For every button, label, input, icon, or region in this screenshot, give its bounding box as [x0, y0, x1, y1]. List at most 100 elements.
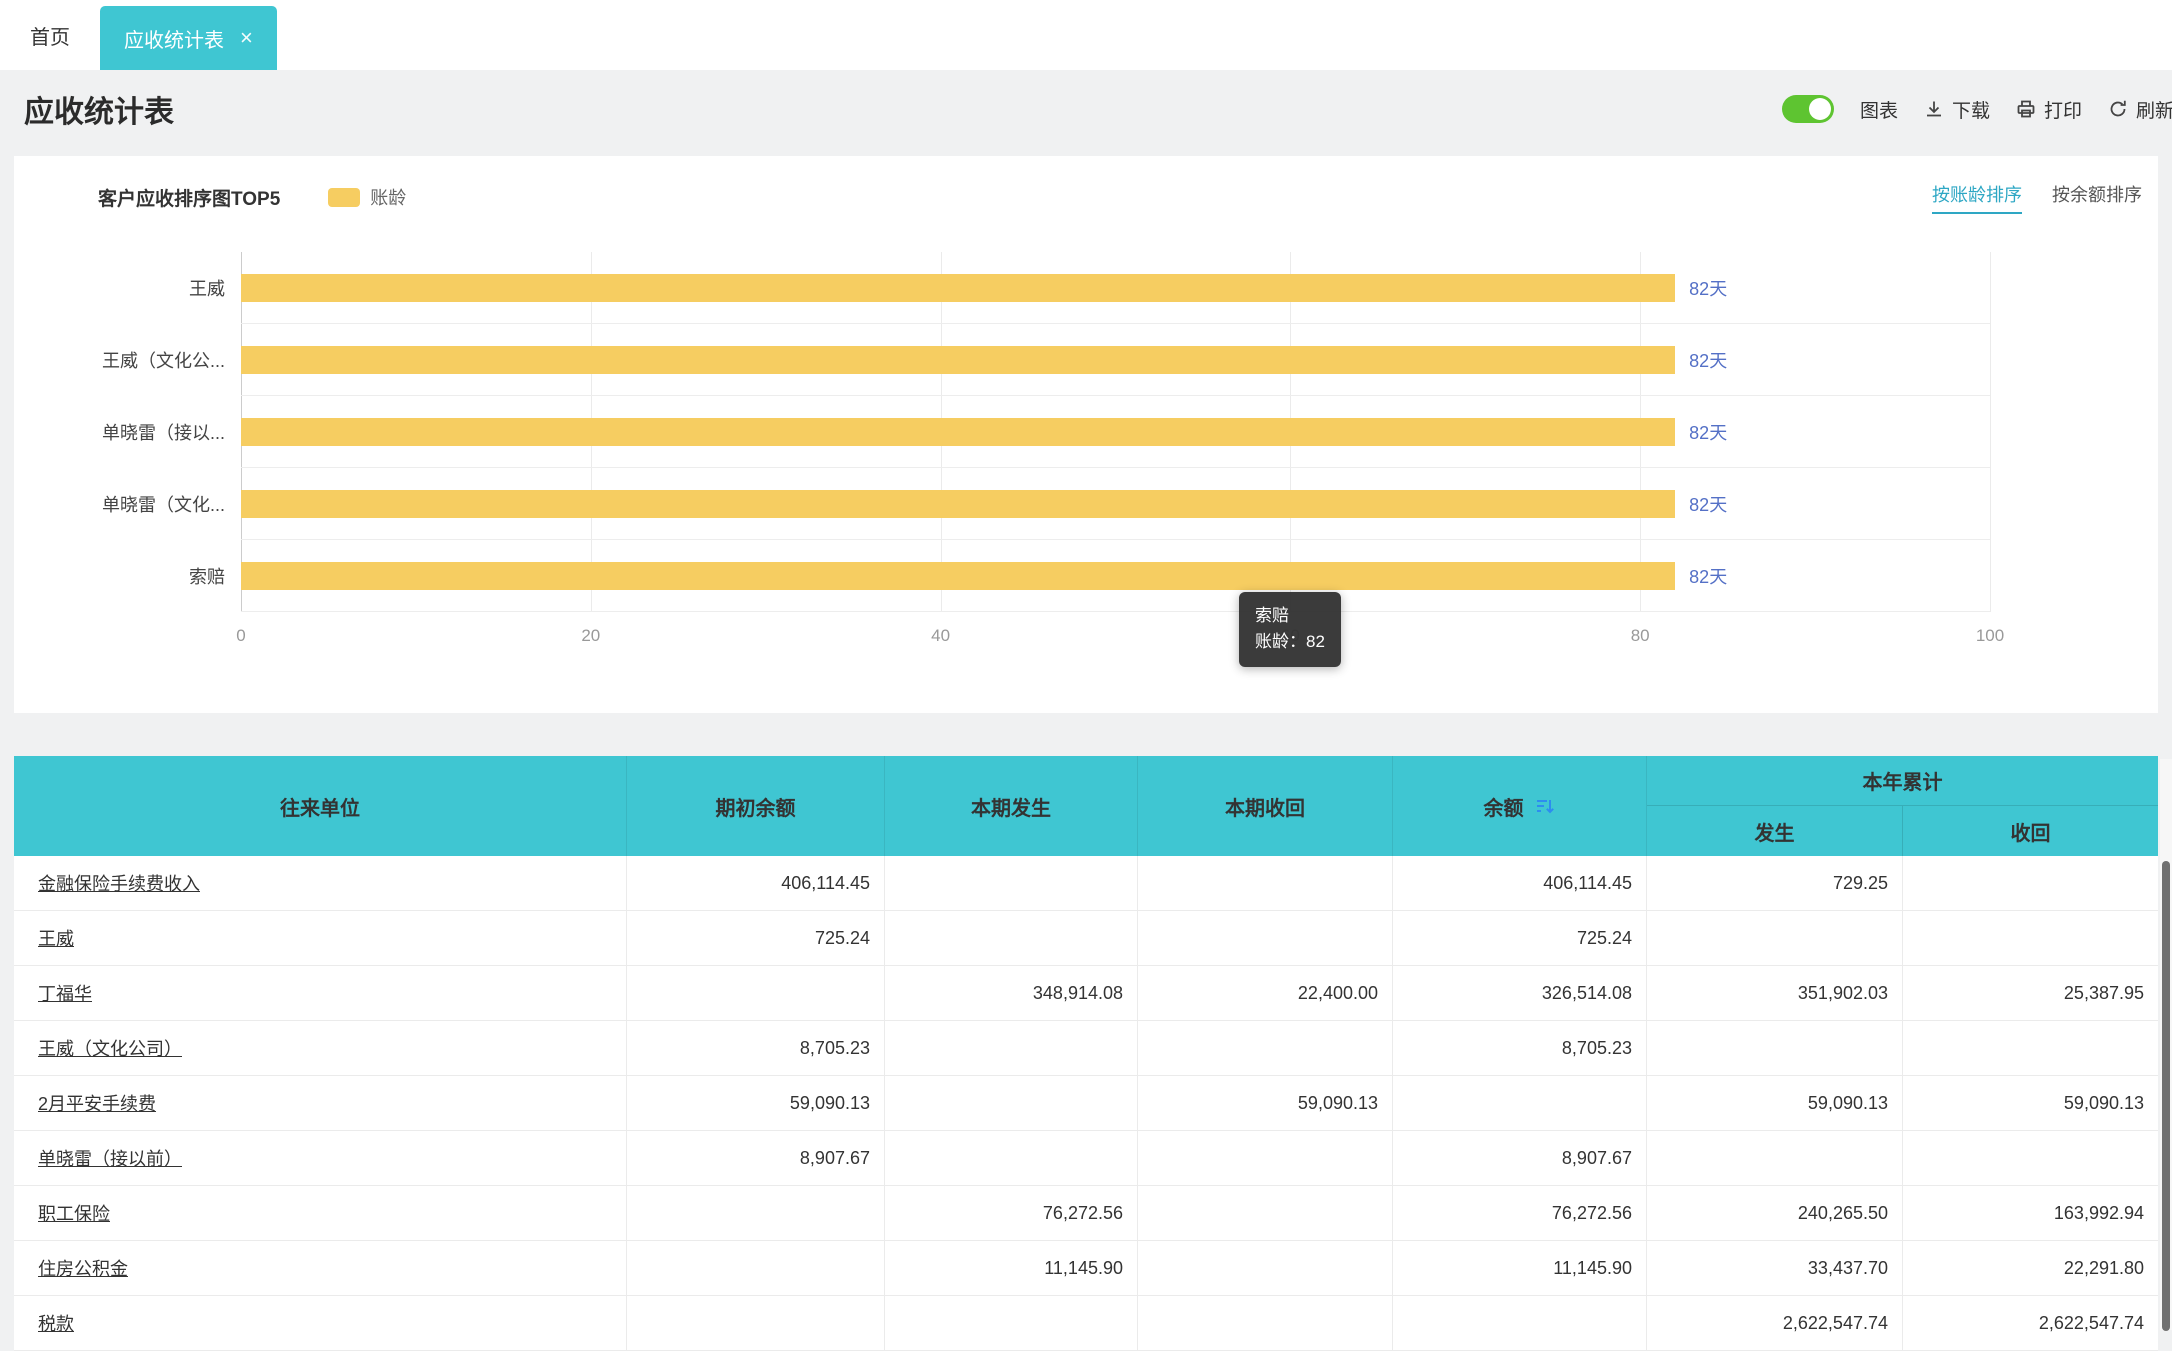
cell-recovered [1137, 1131, 1392, 1185]
cell-recovered [1137, 1021, 1392, 1075]
download-button[interactable]: 下载 [1924, 96, 1990, 123]
cell-ytd-incurred: 2,622,547.74 [1646, 1296, 1902, 1350]
bar[interactable] [241, 345, 1676, 374]
cell-incurred: 348,914.08 [884, 966, 1137, 1020]
print-button[interactable]: 打印 [2016, 96, 2082, 123]
chart-category-label: 索赔 [189, 567, 225, 587]
cell-incurred [884, 1296, 1137, 1350]
header-balance: 余额 [1392, 756, 1646, 856]
cell-recovered: 59,090.13 [1137, 1076, 1392, 1130]
cell-ytd-recovered [1902, 1131, 2158, 1185]
header-ytd-incurred: 发生 [1754, 822, 1795, 845]
cell-ytd-incurred [1646, 911, 1902, 965]
chart-category-label: 王威（文化公... [101, 351, 225, 371]
print-icon [2016, 99, 2036, 119]
cell-balance: 406,114.45 [1392, 856, 1646, 910]
x-tick-label: 100 [1975, 626, 2005, 645]
cell-balance: 8,907.67 [1392, 1131, 1646, 1185]
bar-value-label: 82天 [1689, 350, 1728, 371]
sort-by-balance-link[interactable]: 按余额排序 [2052, 184, 2142, 205]
cell-recovered [1137, 1296, 1392, 1350]
bar-chart: 王威 82天 王威（文化公... 82天 单晓雷（接以... 82天 单晓雷（文… [14, 252, 2158, 667]
bar[interactable] [241, 417, 1676, 446]
sort-by-aging-link[interactable]: 按账龄排序 [1932, 181, 2022, 214]
download-icon [1924, 99, 1944, 119]
chart-view-toggle[interactable] [1782, 95, 1834, 123]
header-company: 往来单位 [280, 797, 360, 820]
company-link[interactable]: 单晓雷（接以前） [38, 1149, 182, 1169]
bar-value-label: 82天 [1689, 566, 1728, 587]
x-tick-label: 20 [581, 626, 601, 645]
cell-ytd-recovered [1902, 911, 2158, 965]
cell-recovered [1137, 911, 1392, 965]
cell-opening: 8,907.67 [626, 1131, 884, 1185]
company-link[interactable]: 王威（文化公司） [38, 1039, 182, 1059]
bar[interactable] [241, 273, 1676, 302]
table-row: 王威 725.24 725.24 [14, 911, 2158, 966]
chart-card: 客户应收排序图TOP5 账龄 按账龄排序 按余额排序 王威 82天 王威（文化公… [14, 156, 2158, 713]
cell-ytd-incurred: 240,265.50 [1646, 1186, 1902, 1240]
tooltip-value: 账龄：82 [1255, 632, 1325, 652]
toggle-knob [1809, 98, 1831, 120]
cell-opening [626, 1186, 884, 1240]
company-link[interactable]: 金融保险手续费收入 [38, 874, 200, 894]
company-link[interactable]: 2月平安手续费 [38, 1094, 157, 1114]
cell-incurred [884, 1021, 1137, 1075]
x-tick-label: 0 [236, 626, 246, 645]
chart-category-label: 单晓雷（接以... [101, 423, 225, 443]
x-tick-label: 40 [931, 626, 951, 645]
bar[interactable] [241, 489, 1676, 518]
company-link[interactable]: 王威 [38, 929, 74, 949]
cell-opening: 59,090.13 [626, 1076, 884, 1130]
table-row: 金融保险手续费收入 406,114.45 406,114.45 729.25 [14, 856, 2158, 911]
chart-row: 索赔 82天 [14, 540, 2158, 612]
table-row: 2月平安手续费 59,090.13 59,090.13 59,090.13 59… [14, 1076, 2158, 1131]
company-link[interactable]: 住房公积金 [38, 1259, 128, 1279]
company-link[interactable]: 职工保险 [38, 1204, 110, 1224]
cell-recovered: 22,400.00 [1137, 966, 1392, 1020]
cell-ytd-recovered: 22,291.80 [1902, 1241, 2158, 1295]
bar-value-label: 82天 [1689, 422, 1728, 443]
chart-category-label: 单晓雷（文化... [101, 495, 225, 515]
table-row: 单晓雷（接以前） 8,907.67 8,907.67 [14, 1131, 2158, 1186]
cell-recovered [1137, 1186, 1392, 1240]
cell-balance: 11,145.90 [1392, 1241, 1646, 1295]
chart-row: 王威 82天 [14, 252, 2158, 324]
company-link[interactable]: 税款 [38, 1314, 74, 1334]
bar[interactable] [241, 561, 1676, 590]
tab-home[interactable]: 首页 [30, 26, 70, 49]
cell-ytd-recovered: 163,992.94 [1902, 1186, 2158, 1240]
toolbar-controls: 图表 下载 打印 刷新 [1782, 70, 2172, 148]
tab-bar: 首页 应收统计表 × [0, 0, 2172, 70]
cell-ytd-incurred: 729.25 [1646, 856, 1902, 910]
cell-balance: 8,705.23 [1392, 1021, 1646, 1075]
cell-ytd-recovered [1902, 856, 2158, 910]
cell-balance [1392, 1296, 1646, 1350]
cell-opening: 8,705.23 [626, 1021, 884, 1075]
cell-incurred: 76,272.56 [884, 1186, 1137, 1240]
header-ytd-group: 本年累计 发生 收回 [1646, 756, 2158, 856]
cell-balance: 326,514.08 [1392, 966, 1646, 1020]
scrollbar-thumb[interactable] [2162, 861, 2170, 1331]
tab-receivable-stats[interactable]: 应收统计表 × [100, 6, 277, 70]
x-axis: 0 20 40 60 80 100 [236, 626, 2004, 654]
table-row: 丁福华 348,914.08 22,400.00 326,514.08 351,… [14, 966, 2158, 1021]
refresh-button[interactable]: 刷新 [2108, 96, 2172, 123]
cell-incurred [884, 1076, 1137, 1130]
vertical-scrollbar[interactable] [2160, 759, 2172, 1331]
tooltip-title: 索赔 [1255, 606, 1289, 625]
cell-opening [626, 966, 884, 1020]
cell-ytd-incurred [1646, 1131, 1902, 1185]
header-opening-balance: 期初余额 [626, 756, 884, 856]
chart-row: 王威（文化公... 82天 [14, 324, 2158, 396]
bar-value-label: 82天 [1689, 494, 1728, 515]
gridline [1990, 252, 1991, 612]
company-link[interactable]: 丁福华 [38, 984, 92, 1004]
legend[interactable]: 账龄 [328, 184, 406, 210]
cell-incurred [884, 856, 1137, 910]
close-icon[interactable]: × [240, 25, 253, 50]
cell-opening [626, 1241, 884, 1295]
balance-sort-icon[interactable] [1534, 795, 1556, 817]
cell-recovered [1137, 1241, 1392, 1295]
cell-opening: 406,114.45 [626, 856, 884, 910]
